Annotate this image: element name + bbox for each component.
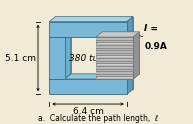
Bar <box>49 37 65 79</box>
Polygon shape <box>96 74 139 79</box>
Polygon shape <box>96 32 139 37</box>
Bar <box>96 75 133 76</box>
Bar <box>96 78 133 79</box>
Polygon shape <box>55 74 133 89</box>
Text: a.  Calculate the path length,  ℓ: a. Calculate the path length, ℓ <box>38 114 158 123</box>
Bar <box>96 64 133 66</box>
Bar <box>96 41 133 42</box>
Polygon shape <box>55 16 133 32</box>
Bar <box>96 54 133 55</box>
Bar <box>96 49 133 50</box>
Text: I =: I = <box>144 24 158 33</box>
Bar <box>49 22 127 37</box>
Polygon shape <box>55 32 71 74</box>
Bar <box>96 70 133 71</box>
Bar <box>96 37 133 79</box>
Bar <box>96 51 133 53</box>
Polygon shape <box>65 32 71 79</box>
Polygon shape <box>127 74 133 94</box>
Bar <box>49 79 127 94</box>
Text: 5.1 cm: 5.1 cm <box>5 54 36 62</box>
Text: 380 turns: 380 turns <box>69 54 113 62</box>
Text: 0.9A: 0.9A <box>144 42 167 51</box>
Polygon shape <box>49 32 71 37</box>
Text: 6.4 cm: 6.4 cm <box>73 107 103 116</box>
Polygon shape <box>133 32 139 79</box>
Bar <box>96 62 133 63</box>
Bar <box>96 59 133 61</box>
Bar <box>96 46 133 47</box>
Bar <box>96 38 133 40</box>
Bar <box>96 72 133 74</box>
Bar <box>96 57 133 58</box>
Polygon shape <box>49 16 133 22</box>
Polygon shape <box>49 74 133 79</box>
Polygon shape <box>49 74 71 79</box>
Polygon shape <box>102 32 139 74</box>
Bar <box>96 67 133 69</box>
Bar <box>96 44 133 45</box>
Polygon shape <box>127 16 133 37</box>
